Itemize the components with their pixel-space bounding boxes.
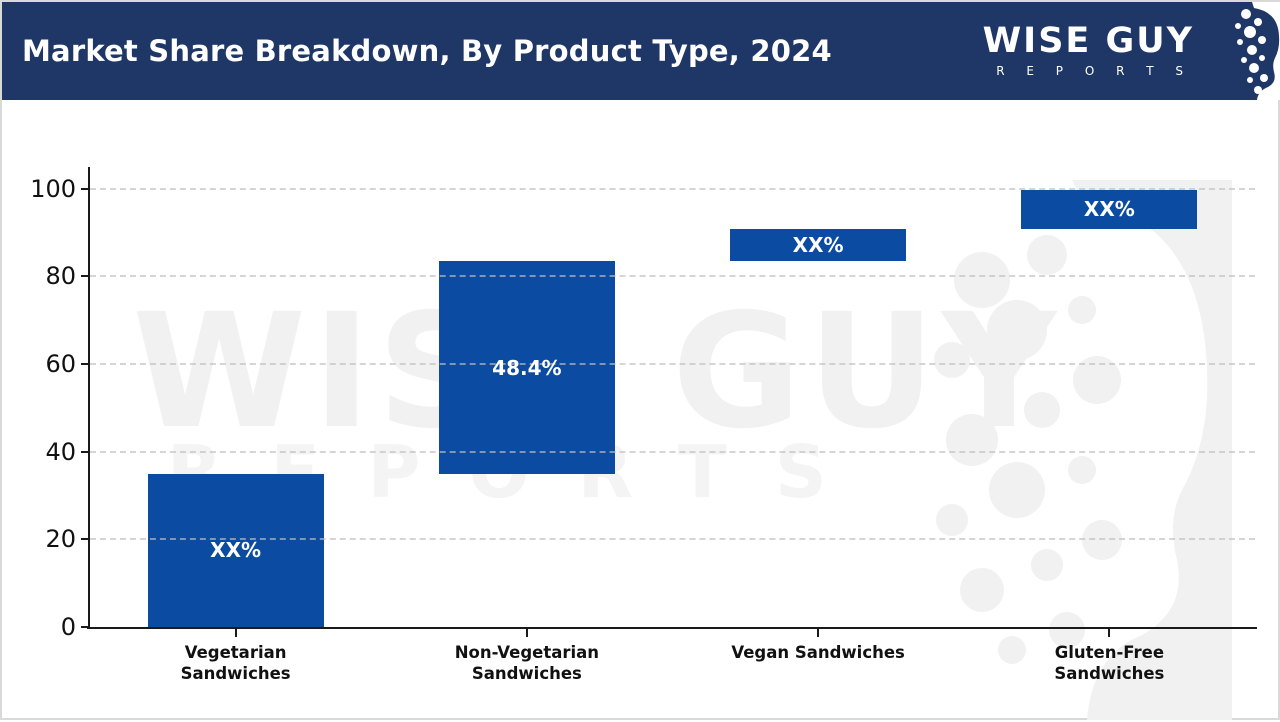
brand-logo-name: WISE GUY — [982, 21, 1194, 61]
y-tick-label: 40 — [45, 437, 76, 466]
y-tick-label: 100 — [30, 174, 76, 203]
x-tick-mark — [525, 629, 528, 637]
gridline-20 — [90, 538, 1255, 541]
chart-area: 0 20 40 60 80 100 XX% Vegetarian Sandwiches 48.4… — [2, 100, 1280, 722]
y-tick-mark — [81, 626, 89, 628]
y-tick-mark — [81, 538, 89, 541]
bar-segment — [730, 228, 907, 262]
y-tick-label: 0 — [60, 613, 76, 641]
x-category-label: Non-Vegetarian Sandwiches — [454, 643, 600, 683]
gridline-100 — [90, 187, 1255, 190]
gridline-60 — [90, 363, 1255, 366]
x-category-label: Gluten-Free Sandwiches — [1054, 643, 1165, 683]
x-category-label: Vegan Sandwiches — [731, 643, 905, 662]
gridline-40 — [90, 450, 1255, 453]
brand-logo-reports: R E P O R T S — [996, 64, 1192, 78]
y-tick-label: 20 — [45, 525, 76, 554]
bar-segment — [438, 261, 615, 474]
bar-value-label: 48.4% — [492, 355, 562, 380]
header-bar: Market Share Breakdown, By Product Type,… — [2, 2, 1280, 100]
gridline-80 — [90, 275, 1255, 278]
y-tick-mark — [81, 187, 89, 190]
brand-logo: WISE GUY R E P O R T S — [983, 2, 1194, 100]
x-category-label: Vegetarian Sandwiches — [180, 643, 291, 683]
bar-value-label: XX% — [1083, 197, 1135, 222]
page-title: Market Share Breakdown, By Product Type,… — [22, 34, 832, 68]
x-tick-mark — [817, 629, 820, 637]
y-tick-mark — [81, 275, 89, 278]
x-tick-mark — [1108, 629, 1111, 637]
bar-segment — [147, 473, 324, 627]
y-tick-label: 80 — [45, 262, 76, 291]
y-tick-label: 60 — [45, 350, 76, 379]
bar-value-label: XX% — [792, 233, 844, 258]
y-tick-mark — [81, 363, 89, 366]
brand-face-icon — [1235, 2, 1280, 100]
x-axis-line — [87, 627, 1257, 629]
x-tick-mark — [234, 629, 237, 637]
y-axis-line — [88, 167, 90, 629]
bar-value-label: XX% — [210, 538, 262, 563]
y-tick-mark — [81, 450, 89, 453]
